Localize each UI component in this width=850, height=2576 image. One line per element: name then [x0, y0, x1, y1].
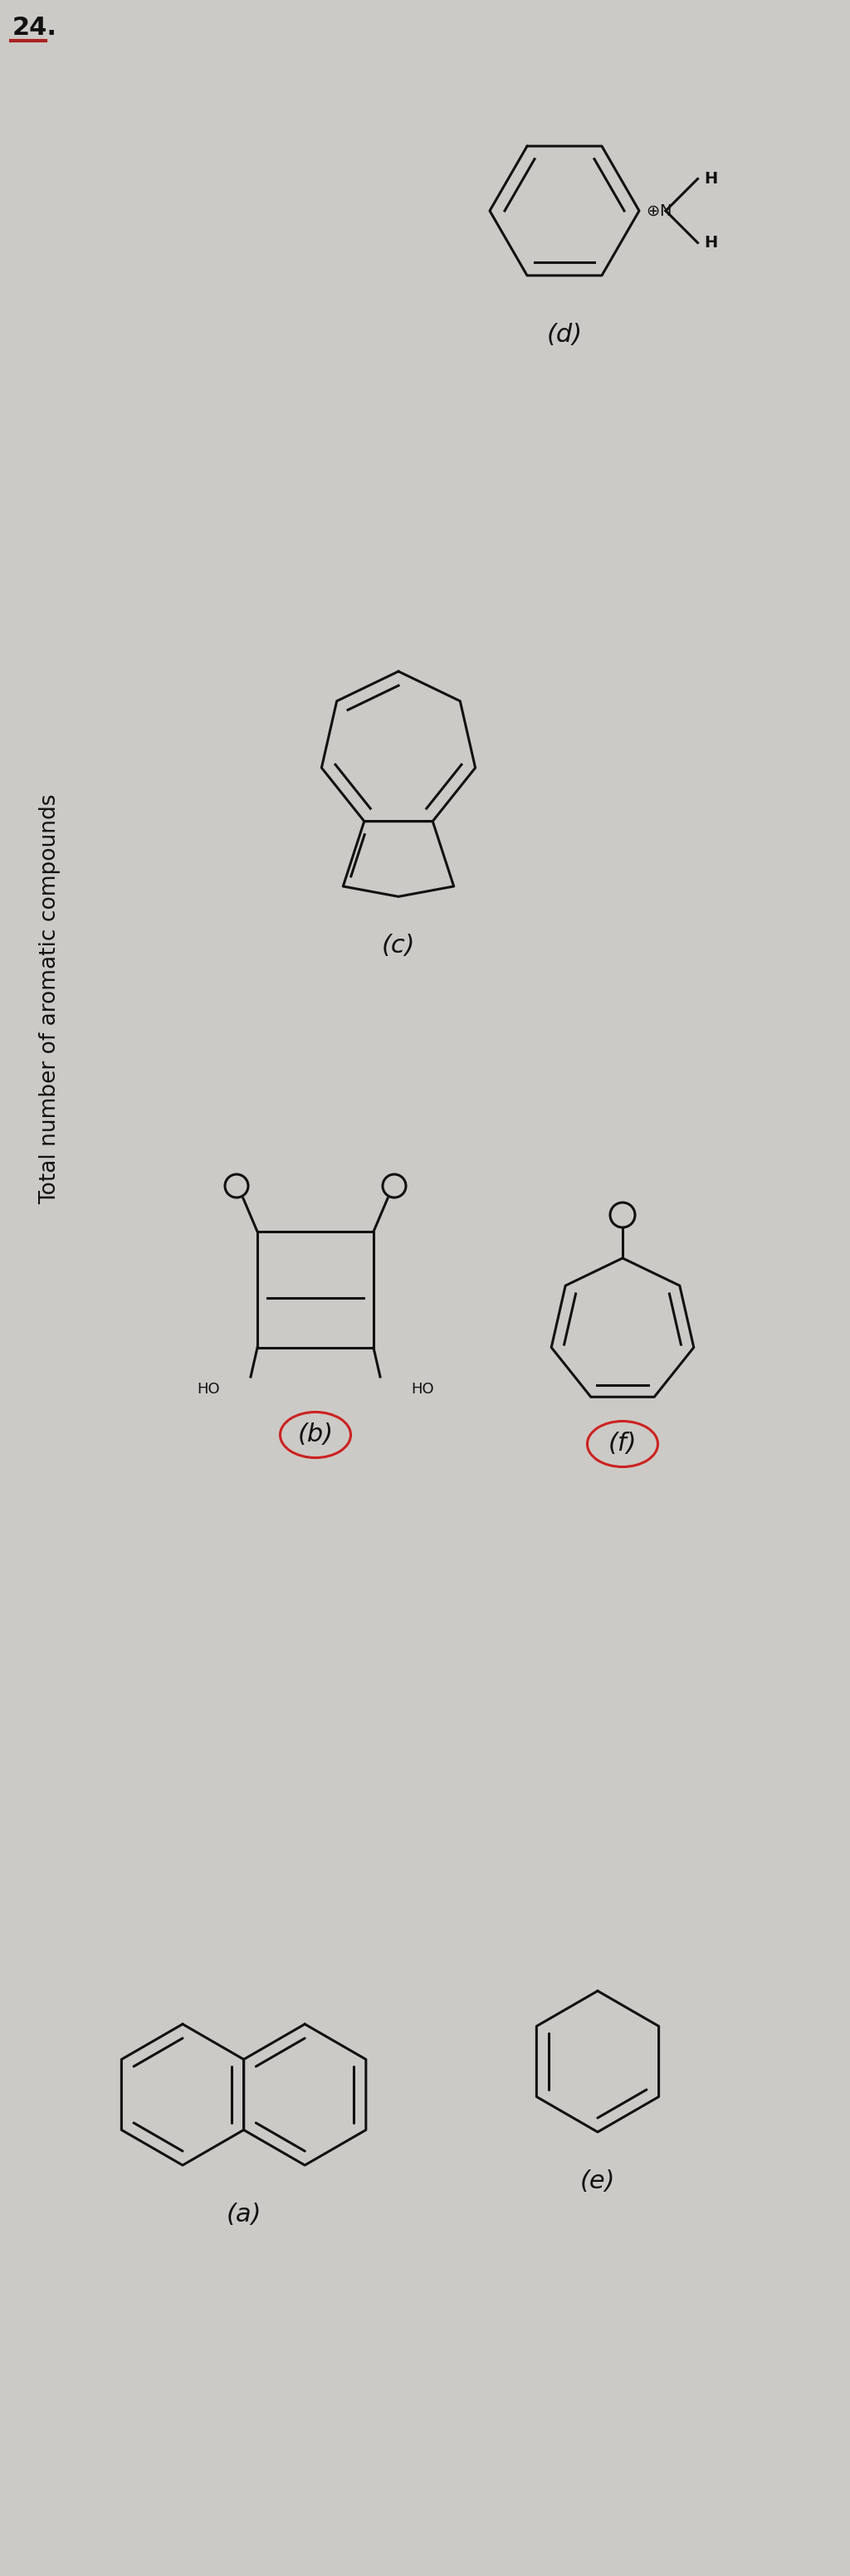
Text: (e): (e) — [580, 2169, 615, 2192]
Text: (b): (b) — [298, 1422, 333, 1448]
Text: (a): (a) — [226, 2202, 261, 2226]
Text: 24.: 24. — [13, 15, 57, 39]
Text: HO: HO — [197, 1381, 220, 1396]
Text: H: H — [705, 170, 717, 185]
Text: (f): (f) — [609, 1432, 637, 1455]
Text: (d): (d) — [547, 322, 582, 348]
Text: HO: HO — [411, 1381, 434, 1396]
Text: $\oplus$N: $\oplus$N — [646, 204, 672, 219]
Text: H: H — [705, 234, 717, 250]
Text: Total number of aromatic compounds: Total number of aromatic compounds — [39, 793, 60, 1206]
Text: (c): (c) — [382, 935, 416, 958]
